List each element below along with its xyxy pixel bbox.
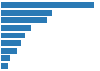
Bar	[1, 40, 21, 46]
Bar	[1, 2, 94, 8]
Bar	[1, 25, 31, 31]
Bar	[1, 63, 8, 69]
Bar	[1, 17, 47, 23]
Bar	[1, 33, 25, 38]
Bar	[1, 55, 10, 61]
Bar	[1, 10, 52, 16]
Bar	[1, 48, 17, 54]
